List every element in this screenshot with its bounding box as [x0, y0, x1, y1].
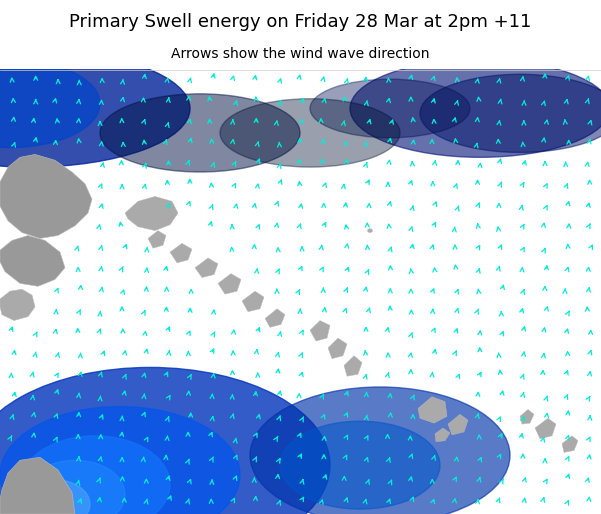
- Ellipse shape: [220, 99, 400, 167]
- Ellipse shape: [25, 460, 125, 514]
- Ellipse shape: [0, 60, 100, 148]
- Polygon shape: [218, 273, 241, 294]
- Polygon shape: [448, 414, 468, 435]
- Ellipse shape: [310, 79, 470, 138]
- Polygon shape: [0, 154, 92, 238]
- Ellipse shape: [0, 368, 330, 514]
- Polygon shape: [344, 356, 362, 376]
- Ellipse shape: [100, 94, 300, 172]
- Polygon shape: [242, 291, 264, 311]
- Polygon shape: [0, 289, 35, 321]
- Polygon shape: [0, 235, 65, 286]
- Text: Primary Swell energy on Friday 28 Mar at 2pm +11: Primary Swell energy on Friday 28 Mar at…: [69, 13, 532, 31]
- Polygon shape: [148, 231, 166, 248]
- Polygon shape: [195, 258, 218, 278]
- Ellipse shape: [420, 75, 601, 153]
- Ellipse shape: [350, 60, 601, 157]
- Polygon shape: [265, 309, 285, 327]
- Ellipse shape: [250, 387, 510, 514]
- Polygon shape: [562, 436, 578, 452]
- Polygon shape: [310, 321, 330, 341]
- Polygon shape: [328, 338, 347, 359]
- Polygon shape: [125, 196, 178, 231]
- Ellipse shape: [0, 407, 240, 514]
- Polygon shape: [520, 410, 534, 424]
- Text: Arrows show the wind wave direction: Arrows show the wind wave direction: [171, 47, 430, 61]
- Ellipse shape: [20, 436, 170, 514]
- Ellipse shape: [280, 421, 440, 509]
- Polygon shape: [0, 457, 75, 514]
- Polygon shape: [170, 243, 192, 263]
- Polygon shape: [435, 428, 450, 442]
- Ellipse shape: [0, 50, 190, 167]
- Polygon shape: [535, 418, 556, 439]
- Ellipse shape: [20, 480, 90, 514]
- Polygon shape: [418, 397, 447, 423]
- Ellipse shape: [367, 229, 373, 232]
